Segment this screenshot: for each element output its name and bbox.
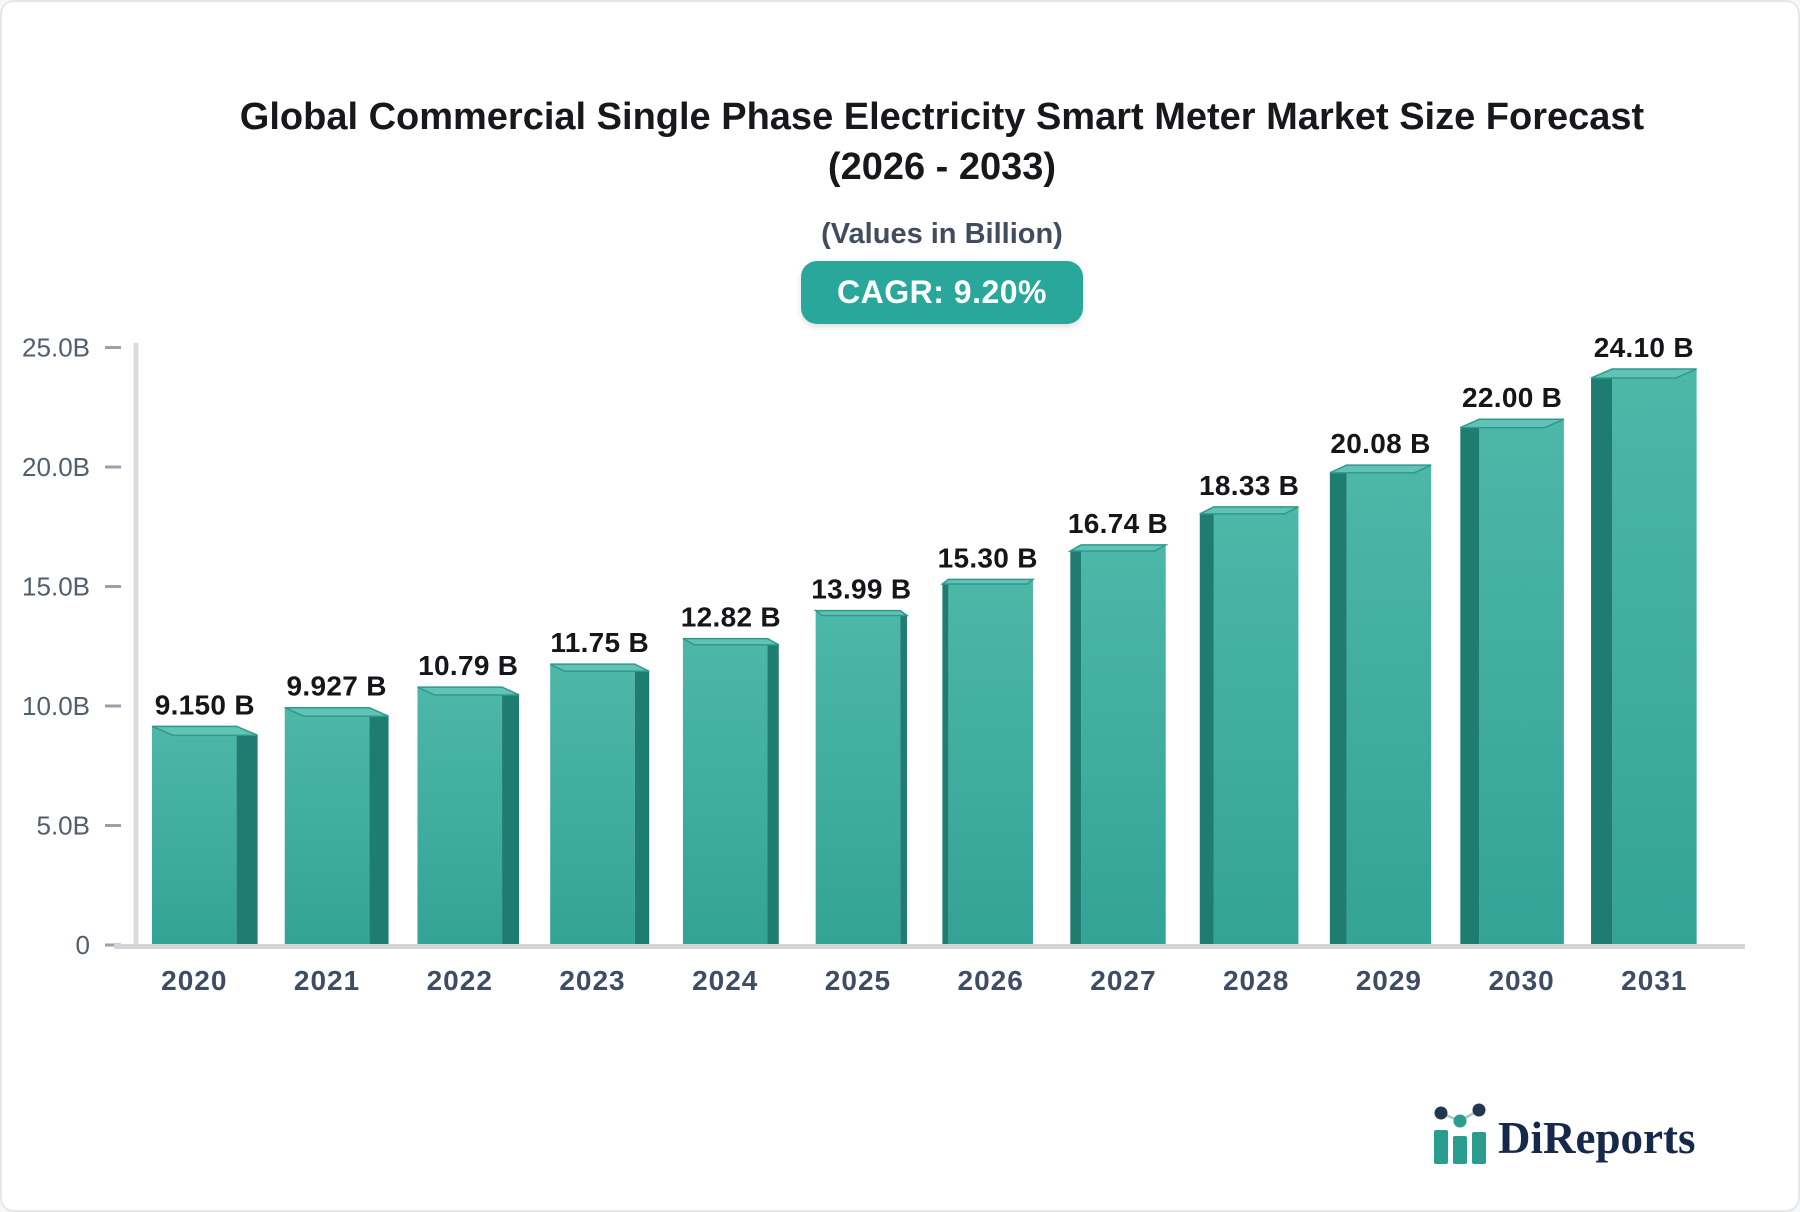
x-axis-label: 2027 [1090,965,1156,996]
bar-top-face [1590,368,1697,379]
x-axis-label: 2025 [825,965,891,996]
bar-top-face [1199,506,1299,515]
bar-side-face [767,638,779,945]
logo-bar-right [1472,1132,1486,1164]
bar-value-label: 22.00 B [1462,382,1562,413]
chart-subtitle: (Values in Billion) [821,218,1063,250]
direports-logo: DiReports [1430,1090,1695,1166]
chart-header: Global Commercial Single Phase Electrici… [137,92,1747,324]
direports-logo-icon [1434,1103,1486,1164]
bar-top-face [549,663,650,673]
bar-top-face [1329,464,1432,474]
bar-top-face [813,609,910,617]
bar-2020: 9.150 B 2020 [151,689,258,996]
bar-side-face [942,579,949,945]
chart-title-line2: (2026 - 2033) [827,146,1057,188]
bar-top-face [682,637,780,646]
bar-2024: 12.82 B 2024 [681,602,781,996]
x-axis-label: 2028 [1223,965,1289,996]
bar-value-label: 9.927 B [287,671,387,702]
bar-2027: 16.74 B 2027 [1067,508,1169,996]
logo-dot-left [1434,1106,1448,1120]
bar-side-face [502,687,520,945]
bar-front-face [948,579,1033,945]
bar-value-label: 13.99 B [811,574,911,605]
direports-logo-text: DiReports [1498,1113,1696,1163]
bar-side-face [900,610,907,945]
x-axis-label: 2021 [294,965,360,996]
x-axis-label: 2022 [427,965,493,996]
x-axis-label: 2024 [692,965,758,996]
logo-bar-middle [1453,1136,1467,1164]
x-axis-label: 2030 [1488,965,1554,996]
x-axis-label: 2020 [161,965,227,996]
x-axis-label: 2023 [559,965,625,996]
bar-side-face [1460,419,1480,945]
y-axis-label: 0 [76,930,90,960]
bar-value-label: 15.30 B [938,542,1038,573]
y-axis-label: 5.0B [37,811,91,841]
bar-2028: 18.33 B 2028 [1199,470,1299,996]
bar-value-label: 10.79 B [418,650,518,681]
x-axis-label: 2031 [1621,965,1687,996]
bar-2026: 15.30 B 2026 [938,542,1038,996]
chart-title-line1: Global Commercial Single Phase Electrici… [239,96,1645,138]
logo-dot-right [1472,1103,1486,1117]
cagr-badge: CAGR: 9.20% [801,261,1083,324]
bar-2021: 9.927 B 2021 [284,671,389,996]
logo-dot-middle [1453,1114,1467,1128]
bar-side-face [1199,506,1214,945]
bar-front-face [284,707,370,945]
bar-2023: 11.75 B 2023 [549,627,650,996]
bar-side-face [1591,369,1613,945]
bar-top-face [284,706,389,717]
logo-bar-left [1434,1130,1448,1164]
bar-value-label: 20.08 B [1330,428,1430,459]
bar-2029: 20.08 B 2029 [1329,428,1432,996]
bar-value-label: 18.33 B [1199,470,1299,501]
bar-side-face [634,664,650,945]
y-axis-label: 15.0B [22,572,90,602]
bar-top-face [417,686,520,696]
bar-front-face [550,664,635,945]
bar-front-face [417,687,503,945]
bar-value-label: 12.82 B [681,602,781,633]
y-axis-label: 10.0B [22,691,90,721]
bar-2025: 13.99 B 2025 [811,574,911,996]
bar-side-face [1329,465,1347,945]
bar-front-face [1346,465,1432,945]
bar-side-face [1070,544,1082,945]
bar-front-face [682,638,768,945]
bar-2030: 22.00 B 2030 [1460,382,1565,996]
bar-front-face [815,610,901,945]
bar-value-label: 9.150 B [155,689,255,720]
bar-side-face [236,726,258,945]
bar-front-face [1612,369,1697,945]
bar-front-face [1081,544,1166,945]
bar-side-face [369,707,389,945]
bar-value-label: 24.10 B [1594,332,1694,363]
bar-front-face [152,726,237,945]
bar-top-face [1460,418,1565,429]
bar-front-face [1479,419,1564,945]
bar-value-label: 11.75 B [550,627,649,658]
y-axis-label: 25.0B [22,333,90,363]
bar-front-face [1213,506,1299,945]
y-axis-label: 20.0B [22,452,90,482]
x-axis-label: 2029 [1356,965,1422,996]
bar-top-face [151,725,258,737]
bar-2031: 24.10 B 2031 [1590,332,1697,996]
x-axis-label: 2026 [958,965,1024,996]
bar-value-label: 16.74 B [1068,508,1168,539]
bar-2022: 10.79 B 2022 [417,650,520,996]
bar-top-face [940,578,1036,585]
bar-top-face [1067,544,1169,552]
